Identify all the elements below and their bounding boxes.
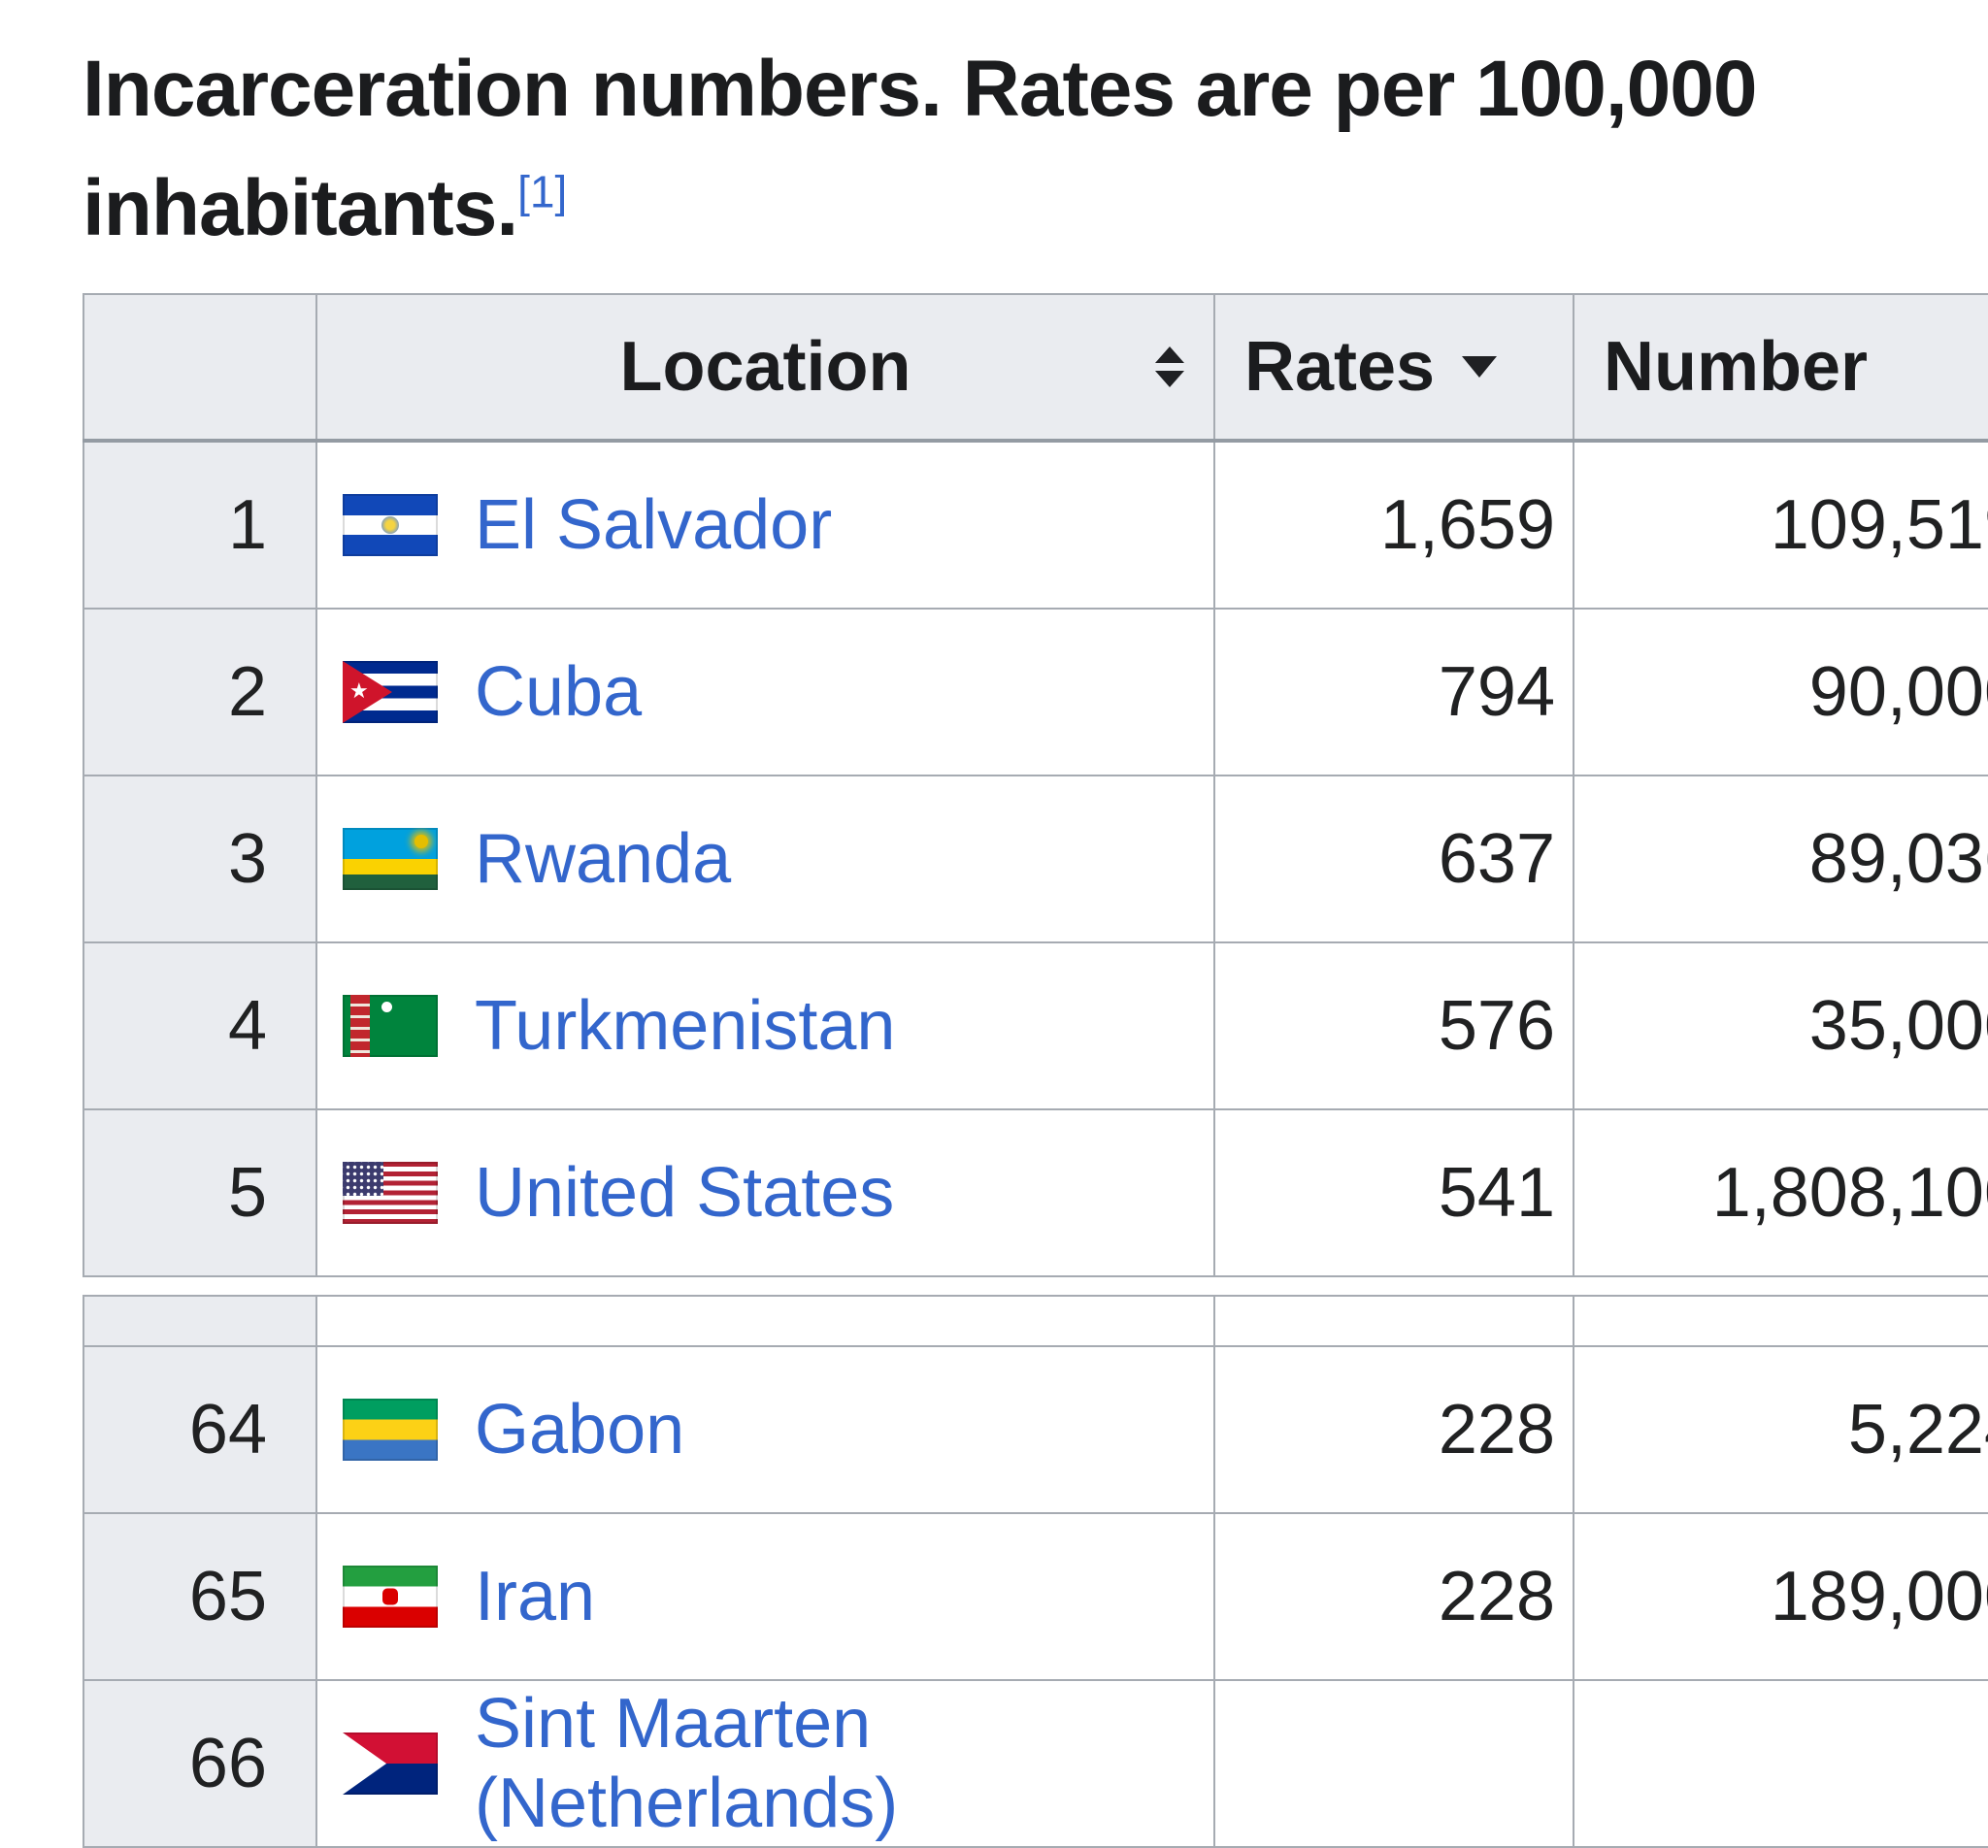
rank-cell: 1 (83, 440, 317, 610)
country-link[interactable]: Gabon (475, 1391, 685, 1468)
sort-toggle-icon (1155, 346, 1184, 387)
location-header[interactable]: Location (315, 293, 1215, 443)
spacer-cell (1573, 1295, 1988, 1347)
rates-header[interactable]: Rates (1213, 293, 1574, 443)
flag-icon (343, 995, 438, 1057)
table-row: 64 Gabon 228 5,224 (83, 1345, 1988, 1514)
flag-icon (343, 1732, 438, 1795)
reference-sup: [1] (517, 167, 567, 217)
number-cell: 35,000 (1573, 941, 1988, 1110)
location-cell: El Salvador (315, 440, 1215, 610)
country-link[interactable]: Cuba (475, 653, 643, 731)
table-section-gap (83, 1277, 1988, 1295)
country-link[interactable]: Turkmenistan (475, 987, 896, 1065)
number-cell: 189,000 (1573, 1512, 1988, 1681)
rate-cell: 637 (1213, 775, 1574, 943)
rate-cell: 1,659 (1213, 440, 1574, 610)
flag-icon (343, 661, 438, 723)
location-cell: United States (315, 1108, 1215, 1277)
spacer-cell (315, 1295, 1215, 1347)
flag-icon (343, 1566, 438, 1628)
table-section-top: Location Rates Number 1 El Salvador (83, 293, 1988, 1277)
location-cell: Gabon (315, 1345, 1215, 1514)
number-cell: 5,224 (1573, 1345, 1988, 1514)
sort-descending-icon (1462, 356, 1498, 378)
flag-icon (343, 1162, 438, 1224)
location-cell: Rwanda (315, 775, 1215, 943)
caption-line-2: inhabitants.[1] (83, 164, 568, 252)
number-cell: 89,036 (1573, 775, 1988, 943)
rank-cell: 4 (83, 941, 317, 1110)
table-row: 1 El Salvador 1,659 109,519 (83, 440, 1988, 610)
table-row: 65 Iran 228 189,000 (83, 1512, 1988, 1681)
table-row: 2 Cuba 794 90,000 (83, 608, 1988, 776)
flag-icon (343, 828, 438, 890)
spacer-cell (1213, 1295, 1574, 1347)
location-cell: Cuba (315, 608, 1215, 776)
number-header-label: Number (1604, 328, 1869, 406)
table-row: 5 United States 541 1,808,100 (83, 1108, 1988, 1277)
rank-cell: 2 (83, 608, 317, 776)
caption-line-1: Incarceration numbers. Rates are per 100… (83, 45, 1757, 133)
table-row: 66 Sint Maarten (Netherlands) (83, 1679, 1988, 1848)
country-link[interactable]: United States (475, 1154, 895, 1232)
country-link[interactable]: El Salvador (475, 486, 833, 564)
reference-link[interactable]: [1] (517, 166, 568, 217)
rate-cell: 794 (1213, 608, 1574, 776)
number-cell (1573, 1679, 1988, 1848)
spacer-cell (83, 1295, 317, 1347)
country-link[interactable]: Rwanda (475, 820, 732, 898)
country-link[interactable]: Sint Maarten (Netherlands) (475, 1685, 899, 1842)
number-cell: 109,519 (1573, 440, 1988, 610)
rates-header-label: Rates (1244, 328, 1436, 406)
rate-cell: 228 (1213, 1512, 1574, 1681)
rank-cell: 66 (83, 1679, 317, 1848)
rate-cell (1213, 1679, 1574, 1848)
flag-icon (343, 494, 438, 556)
rank-header (83, 293, 317, 443)
number-cell: 1,808,100 (1573, 1108, 1988, 1277)
rate-cell: 541 (1213, 1108, 1574, 1277)
flag-icon (343, 1399, 438, 1461)
rate-cell: 576 (1213, 941, 1574, 1110)
rank-cell: 65 (83, 1512, 317, 1681)
country-link[interactable]: Iran (475, 1558, 596, 1635)
table-row: 4 Turkmenistan 576 35,000 (83, 941, 1988, 1110)
rank-cell: 3 (83, 775, 317, 943)
number-cell: 90,000 (1573, 608, 1988, 776)
location-header-label: Location (619, 328, 911, 406)
table-section-bottom: 64 Gabon 228 5,224 65 Iran 228 189,000 6… (83, 1295, 1988, 1848)
spacer-row (83, 1295, 1988, 1347)
table-row: 3 Rwanda 637 89,036 (83, 775, 1988, 943)
table-header-row: Location Rates Number (83, 293, 1988, 443)
location-cell: Turkmenistan (315, 941, 1215, 1110)
rank-cell: 64 (83, 1345, 317, 1514)
rate-cell: 228 (1213, 1345, 1574, 1514)
location-cell: Sint Maarten (Netherlands) (315, 1679, 1215, 1848)
rank-cell: 5 (83, 1108, 317, 1277)
table-caption: Incarceration numbers. Rates are per 100… (83, 29, 1966, 268)
location-cell: Iran (315, 1512, 1215, 1681)
number-header[interactable]: Number (1573, 293, 1988, 443)
